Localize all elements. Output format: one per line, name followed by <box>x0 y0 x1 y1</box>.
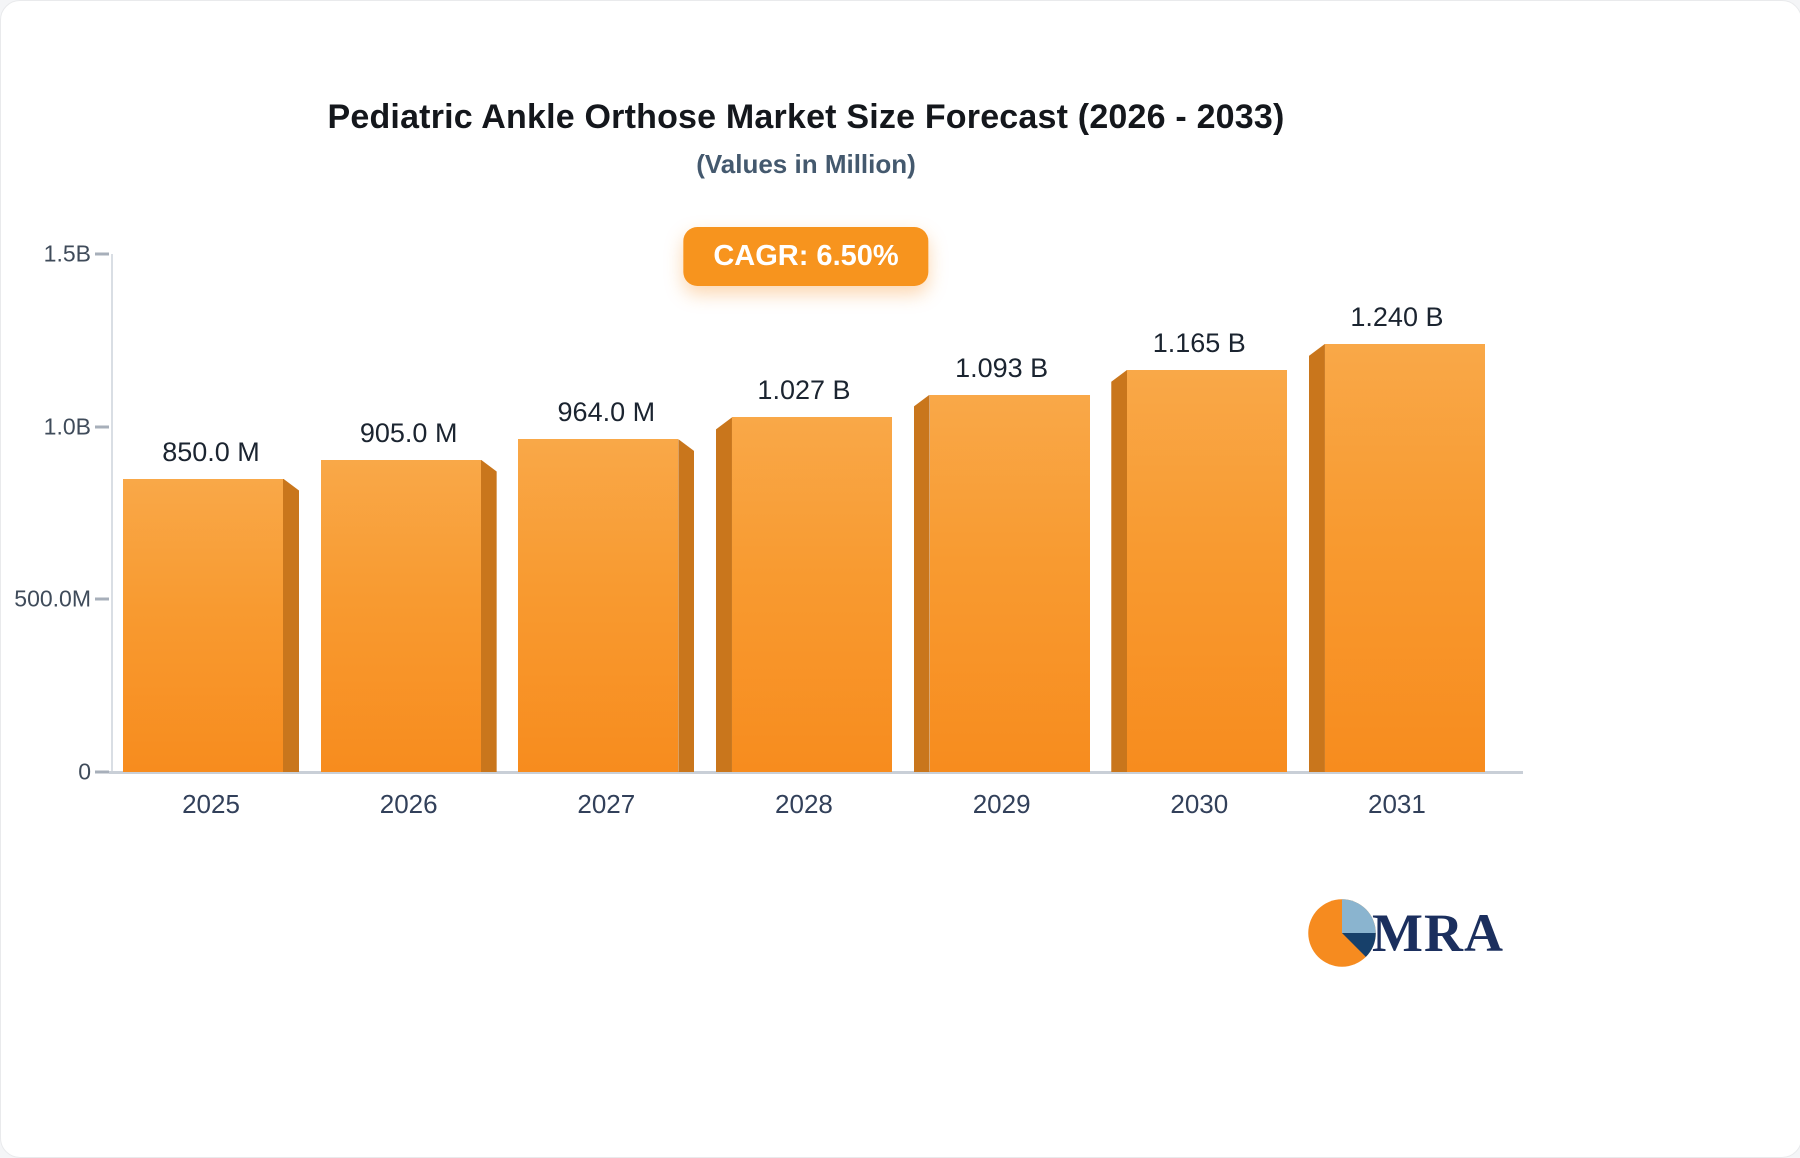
y-tick-mark <box>95 425 109 429</box>
bar: 905.0 M <box>320 418 497 772</box>
x-axis-label: 2029 <box>972 789 1031 819</box>
x-axis-label: 2028 <box>775 789 833 819</box>
bar: 1.093 B <box>913 353 1090 772</box>
bar-side-face <box>283 478 299 772</box>
bar-side-face <box>913 394 930 772</box>
pie-logo-icon <box>1308 899 1376 967</box>
y-tick-label: 500.0M <box>14 585 91 612</box>
bar-front-face <box>731 417 892 772</box>
bar-column: 1.027 B 2028 <box>715 254 892 819</box>
x-axis-label: 2027 <box>577 789 636 819</box>
bar-front-face <box>320 459 481 772</box>
bar-front-face <box>929 394 1090 772</box>
bar-side-face <box>715 417 732 772</box>
y-tick-label: 1.0B <box>43 413 91 440</box>
x-axis-baseline <box>109 771 1523 774</box>
y-tick-mark <box>95 252 109 256</box>
bar: 1.165 B <box>1111 328 1288 772</box>
bar-value-label: 1.027 B <box>757 375 851 406</box>
bar-column: 964.0 M 2027 <box>518 254 695 819</box>
y-tick-label: 0 <box>78 758 91 785</box>
bar-column: 905.0 M 2026 <box>320 254 497 819</box>
bar: 964.0 M <box>518 397 695 772</box>
bar-front-face <box>1324 343 1485 772</box>
x-axis-label: 2026 <box>379 789 438 819</box>
bar-column: 1.093 B 2029 <box>913 254 1090 819</box>
chart-subtitle: (Values in Million) <box>696 149 916 179</box>
y-tick-mark <box>95 597 109 601</box>
bar-column: 1.240 B 2031 <box>1308 254 1485 819</box>
bar-value-label: 1.093 B <box>955 352 1049 383</box>
x-axis-label: 2030 <box>1170 789 1229 819</box>
bar-side-face <box>678 439 695 772</box>
bar-value-label: 964.0 M <box>557 397 656 428</box>
y-tick-mark <box>95 770 109 774</box>
chart-title: Pediatric Ankle Orthose Market Size Fore… <box>327 98 1285 136</box>
logo-text: MRA <box>1372 903 1504 963</box>
bar-front-face <box>123 478 283 772</box>
bar: 1.240 B <box>1308 302 1485 772</box>
bars-area: 850.0 M 2025 905.0 M 2026 964.0 M 2027 1.027 B… <box>111 254 1521 819</box>
bar: 1.027 B <box>715 375 892 772</box>
bar-front-face <box>1127 369 1288 772</box>
bar-side-face <box>1308 343 1325 772</box>
y-axis-line <box>111 254 113 772</box>
x-axis-label: 2025 <box>182 789 240 819</box>
bar: 850.0 M <box>123 437 299 772</box>
bar-value-label: 1.240 B <box>1350 301 1444 332</box>
bar-side-face <box>480 459 497 772</box>
bar-value-label: 850.0 M <box>162 436 260 467</box>
x-axis-label: 2031 <box>1368 789 1426 819</box>
brand-logo: MRA <box>1306 897 1504 969</box>
bar-side-face <box>1111 369 1128 772</box>
bar-front-face <box>518 439 679 772</box>
bar-value-label: 1.165 B <box>1152 327 1246 358</box>
bar-column: 1.165 B 2030 <box>1111 254 1288 819</box>
cagr-badge: CAGR: 6.50% <box>683 227 929 286</box>
bar-column: 850.0 M 2025 <box>123 254 299 819</box>
bar-value-label: 905.0 M <box>359 417 458 448</box>
y-tick-label: 1.5B <box>43 240 91 267</box>
